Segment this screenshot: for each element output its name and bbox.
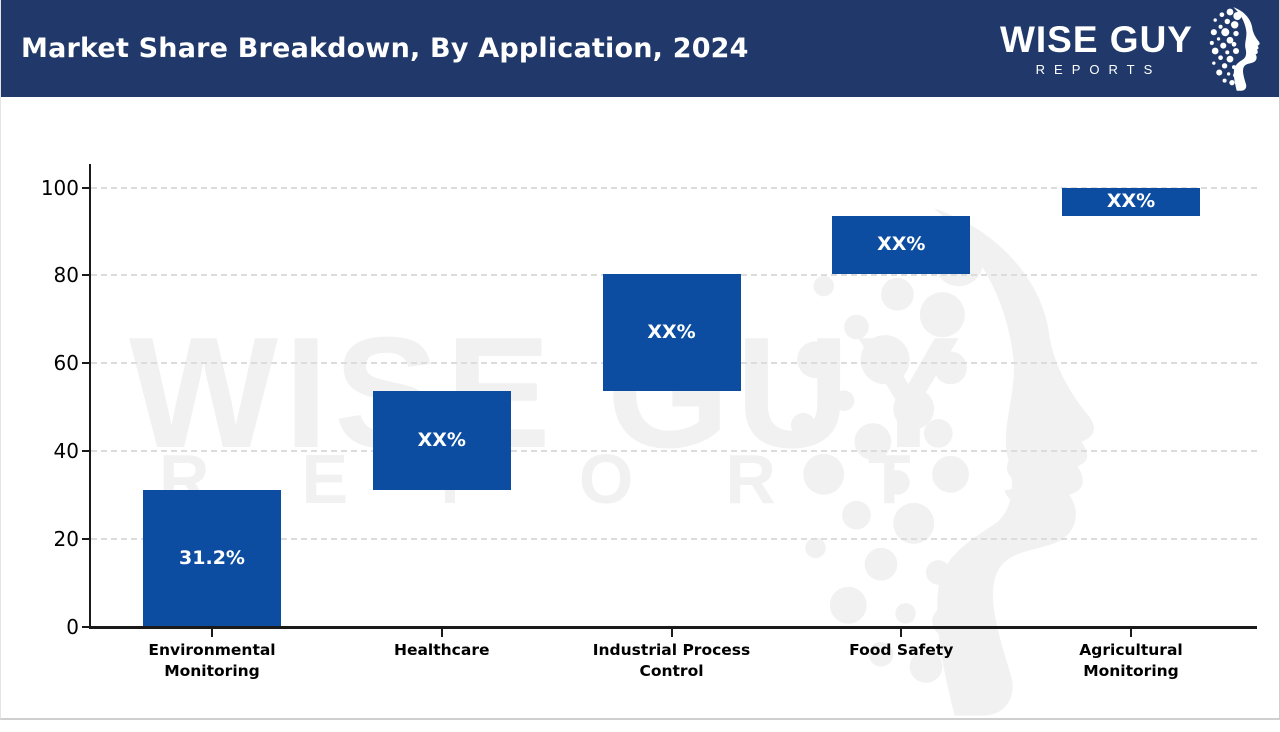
x-tick-mark [670, 629, 673, 637]
y-tick-mark [82, 450, 90, 453]
y-tick-mark [82, 362, 90, 365]
x-axis-line [89, 626, 1257, 629]
x-category-label: Agricultural Monitoring [1079, 641, 1183, 680]
y-tick-mark [82, 626, 90, 628]
x-tick-mark [900, 629, 903, 637]
logo-subtext: REPORTS [1035, 61, 1162, 77]
bar-value-label: XX% [417, 429, 466, 452]
y-axis-line [89, 164, 91, 627]
logo-text: WISE GUY REPORTS [1000, 21, 1193, 77]
bar-value-label: XX% [877, 233, 926, 256]
y-tick-label: 60 [53, 351, 79, 376]
logo-wordmark: WISE GUY [999, 18, 1193, 60]
bar-segment: 31.2% [143, 489, 281, 627]
y-tick-mark [82, 274, 90, 277]
page-title: Market Share Breakdown, By Application, … [21, 33, 749, 64]
logo-head-icon [1209, 6, 1260, 91]
bar-segment: XX% [602, 274, 741, 392]
x-category-label: Industrial Process Control [592, 641, 751, 680]
x-category-label: Environmental Monitoring [148, 641, 276, 680]
x-tick-mark [440, 629, 443, 637]
x-tick-mark [1130, 629, 1132, 637]
gridline-100 [91, 186, 1257, 189]
x-tick-mark [211, 629, 213, 637]
gridline-40 [91, 450, 1257, 453]
y-tick-label: 20 [53, 527, 79, 552]
y-tick-label: 100 [40, 175, 79, 200]
y-tick-mark [82, 538, 90, 541]
bar-segment: XX% [372, 391, 511, 490]
bar-segment: XX% [1062, 187, 1200, 216]
y-tick-mark [82, 186, 90, 189]
brand-logo: WISE GUY REPORTS [1000, 0, 1269, 97]
y-tick-label: 80 [53, 263, 79, 288]
y-tick-label: 0 [66, 615, 79, 639]
header: Market Share Breakdown, By Application, … [1, 0, 1279, 97]
bar-value-label: XX% [1106, 190, 1156, 213]
bar-value-label: 31.2% [179, 546, 245, 569]
x-category-label: Healthcare [393, 641, 490, 659]
y-tick-label: 40 [53, 439, 79, 464]
gridline-20 [91, 538, 1257, 541]
bar-value-label: XX% [647, 321, 696, 344]
x-category-label: Food Safety [849, 641, 954, 659]
bar-segment: XX% [832, 215, 971, 275]
